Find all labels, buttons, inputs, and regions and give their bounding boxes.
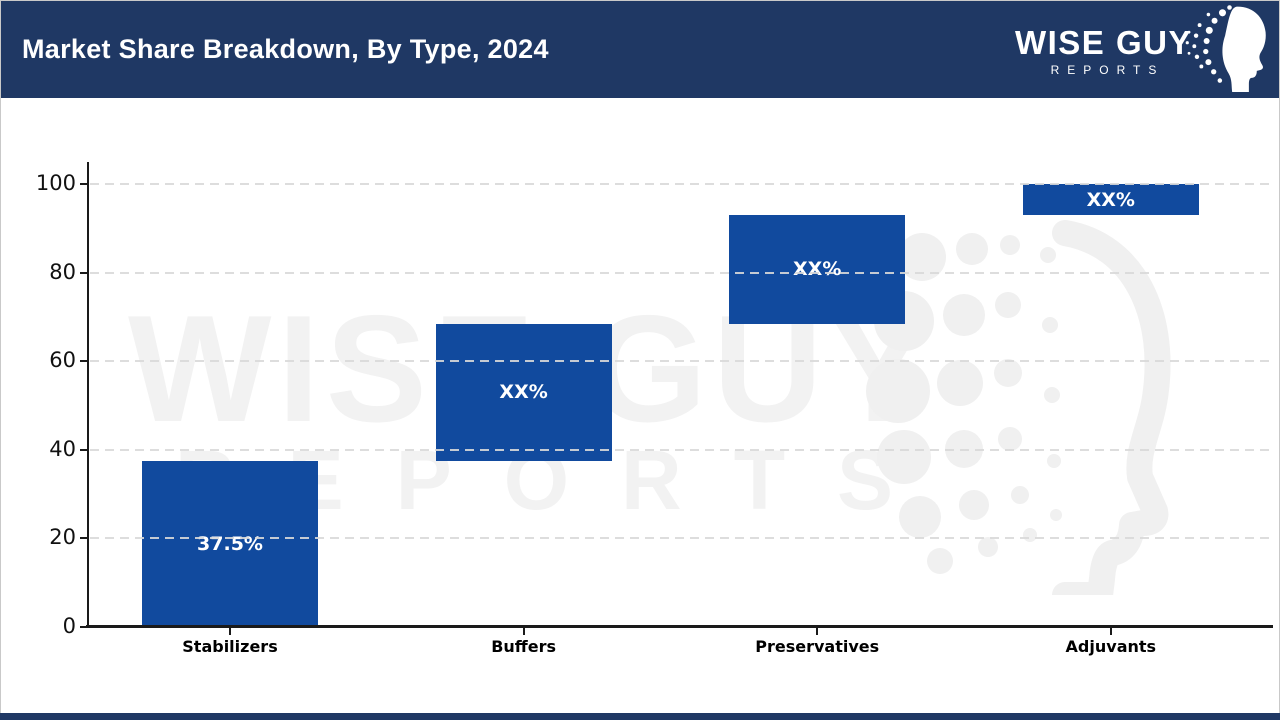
gridline bbox=[90, 537, 1272, 540]
gridline bbox=[90, 448, 1272, 451]
bar-preservatives: XX% bbox=[729, 215, 906, 324]
y-tick-label: 0 bbox=[62, 614, 76, 638]
bar-stabilizers: 37.5% bbox=[142, 460, 318, 627]
category-label-buffers: Buffers bbox=[491, 637, 556, 656]
logo-head-icon bbox=[1185, 5, 1266, 92]
y-tick-mark bbox=[80, 360, 88, 363]
bar-value-label: XX% bbox=[499, 381, 548, 404]
y-tick-mark bbox=[80, 537, 88, 540]
bar-value-label: 37.5% bbox=[197, 532, 263, 555]
logo-subtitle: REPORTS bbox=[1050, 62, 1165, 77]
page-title: Market Share Breakdown, By Type, 2024 bbox=[22, 33, 549, 64]
header-bar: Market Share Breakdown, By Type, 2024 WI… bbox=[0, 0, 1280, 98]
y-tick-mark bbox=[80, 183, 88, 185]
wiseguy-logo: WISE GUY REPORTS bbox=[1015, 4, 1270, 92]
logo-text: WISE GUY REPORTS bbox=[1014, 23, 1192, 77]
category-label-preservatives: Preservatives bbox=[755, 637, 880, 656]
y-tick-mark bbox=[80, 448, 88, 451]
y-tick-label: 60 bbox=[49, 348, 76, 373]
y-tick-label: 20 bbox=[49, 525, 76, 550]
y-tick-label: 80 bbox=[49, 259, 76, 284]
x-axis-line bbox=[86, 625, 1273, 628]
category-label-adjuvants: Adjuvants bbox=[1065, 637, 1157, 656]
y-tick-label: 40 bbox=[49, 436, 76, 461]
x-tick-mark bbox=[1109, 628, 1112, 635]
gridline bbox=[90, 271, 1272, 274]
x-tick-mark bbox=[816, 628, 819, 635]
bar-buffers: XX% bbox=[435, 323, 612, 461]
y-tick-mark bbox=[80, 271, 88, 274]
gridline bbox=[90, 360, 1272, 363]
y-tick-label: 100 bbox=[35, 171, 76, 195]
bar-value-label: XX% bbox=[793, 258, 842, 281]
category-label-stabilizers: Stabilizers bbox=[182, 637, 278, 656]
footer-bar bbox=[0, 713, 1280, 720]
y-tick-mark bbox=[80, 626, 88, 628]
bar-adjuvants: XX% bbox=[1022, 184, 1199, 215]
bar-value-label: XX% bbox=[1086, 188, 1135, 211]
gridline bbox=[90, 183, 1272, 185]
y-axis-line bbox=[87, 162, 89, 627]
logo-wordmark: WISE GUY bbox=[1014, 23, 1192, 61]
x-tick-mark bbox=[522, 628, 525, 635]
x-tick-mark bbox=[229, 628, 231, 635]
